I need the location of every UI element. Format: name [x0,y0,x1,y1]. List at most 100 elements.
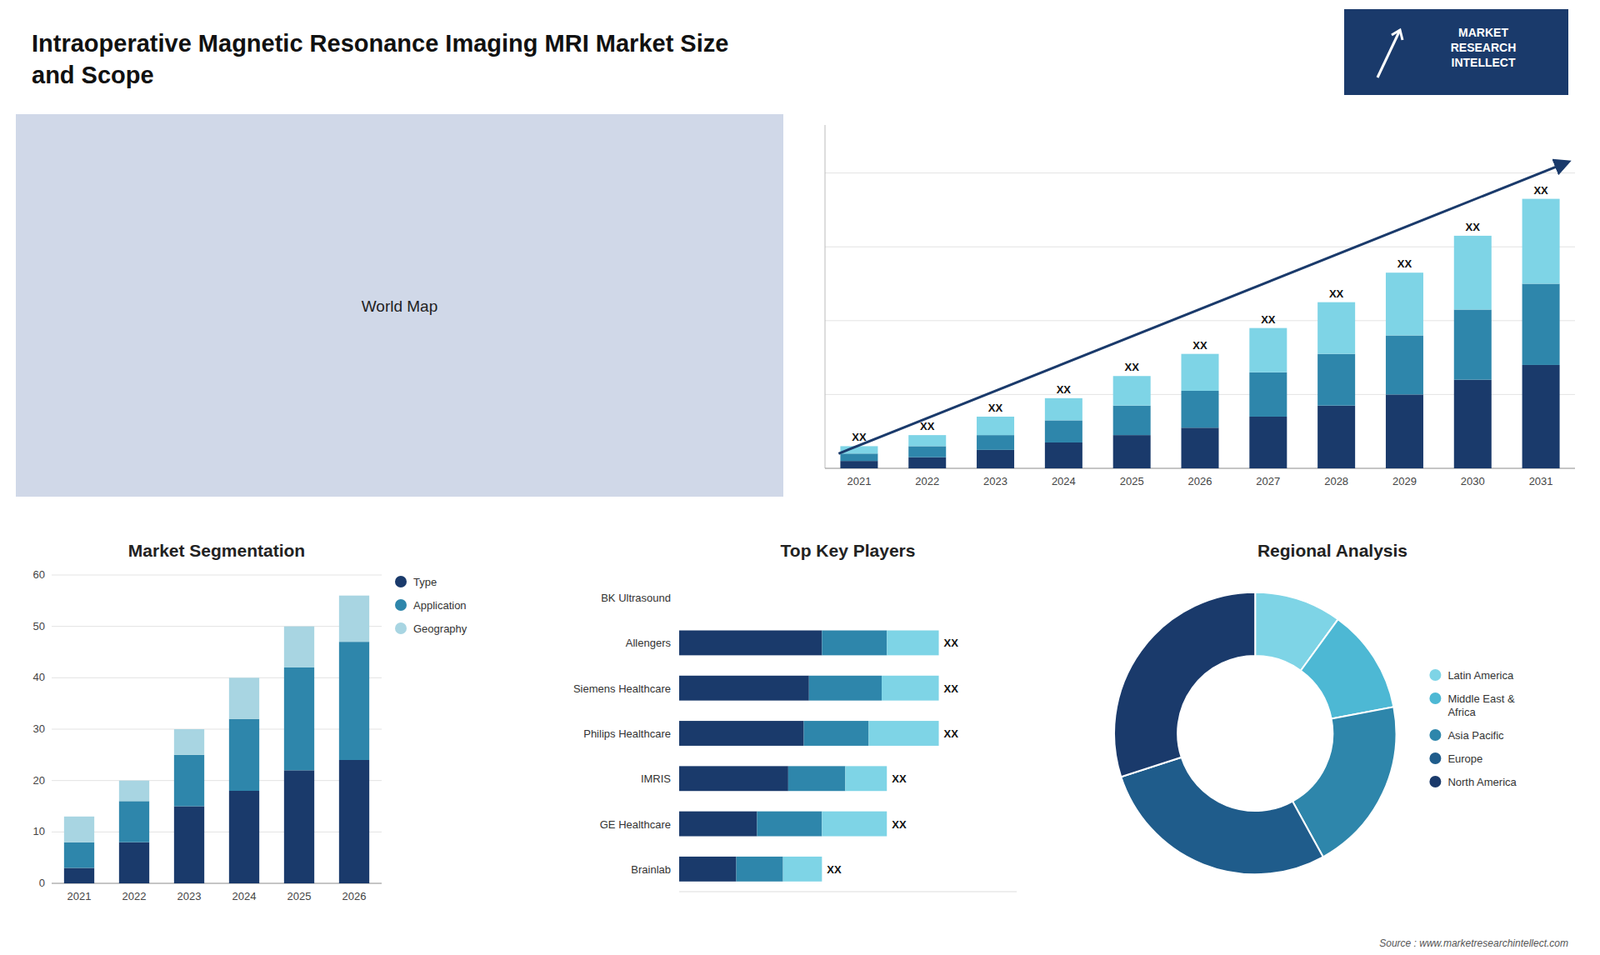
bar-total-label: XX [1329,287,1345,300]
bar-total-label: XX [1397,257,1413,270]
legend-label: Type [413,575,437,589]
text-line: Application [413,599,467,612]
bar-segment [174,806,205,885]
bar-chart: 2021202220232024202520262027202820292030… [825,125,1575,488]
bar-segment [119,780,150,802]
legend: Latin AmericaMiddle East &AfricaAsia Pac… [1429,669,1517,789]
map-placeholder [15,114,784,497]
bar-segment [64,868,95,885]
chart-title: Regional Analysis [1257,540,1408,560]
x-tick-label: 2024 [1051,475,1076,488]
bar-segment [1181,354,1220,391]
x-tick-label: 2021 [67,890,92,903]
x-tick-label: 2031 [1529,475,1554,488]
bar-segment [881,675,940,701]
bar-segment [339,595,370,643]
text-line: Intraoperative Magnetic Resonance Imagin… [31,30,729,57]
bar-segment [284,626,315,668]
x-tick-label: 2023 [983,475,1008,488]
bar-segment [229,719,260,791]
logo-mark [1377,30,1400,78]
bar-total-label: XX [1192,339,1208,352]
grid-line [51,575,382,576]
bar-segment [821,630,887,656]
bar-total-label: XX [826,863,842,876]
chart-title: Market Segmentation [128,540,305,560]
bar-segment [908,457,946,469]
y-tick-label: Brainlab [630,863,671,876]
bar-segment [284,667,315,770]
y-tick-label: 0 [39,876,45,890]
bar-segment [679,675,810,701]
bar-segment [1113,435,1151,469]
bars [679,630,940,882]
bar-segment [1385,272,1424,335]
text-line: MARKET [1458,25,1509,40]
legend-label: North America [1447,775,1517,789]
text-line: Europe [1447,752,1483,765]
x-tick-label: 2027 [1255,475,1280,488]
legend-label: Application [413,599,467,612]
bar-segment [64,842,95,869]
bar-segment [229,677,260,719]
legend-swatch [1429,669,1441,681]
y-tick-label: 20 [33,774,45,787]
bar-segment [783,856,823,882]
bar-segment [1454,310,1492,380]
bar-total-label: XX [891,818,907,831]
bar-segment [339,641,370,760]
bar-segment [886,630,939,656]
legend-swatch [1429,775,1441,788]
chart-title: Top Key Players [780,540,916,560]
y-tick-label: 40 [33,670,45,684]
bar-segment [804,720,870,746]
x-tick-label: 2025 [287,890,312,903]
bar-total-label: XX [1465,220,1481,234]
bar-segment [1249,416,1287,469]
bar-segment [788,765,846,791]
page-title: Intraoperative Magnetic Resonance Imagin… [31,30,729,89]
bar-segment [1113,375,1151,405]
bar-total-label: XX [944,727,960,740]
map-label: World Map [361,297,439,315]
bar-segment [174,755,205,807]
bar-segment [840,453,878,461]
bar-segment [64,816,95,843]
bar-total-label: XX [1056,383,1072,396]
x-tick-label: 2028 [1324,475,1349,488]
bar-segment [679,585,680,610]
y-tick-label: GE Healthcare [600,818,671,831]
x-tick-label: 2026 [1188,475,1213,488]
legend: TypeApplicationGeography [395,575,468,635]
y-axis-line [825,125,826,469]
legend-label: Europe [1447,752,1483,765]
x-tick-label: 2022 [915,475,940,488]
bar-segment [1454,235,1492,310]
bar-segment [1385,335,1424,395]
x-tick-label: 2024 [232,890,257,903]
bar-segment [339,760,370,884]
grid-line [51,831,382,833]
y-tick-label: Philips Healthcare [583,727,671,740]
bar-segment [679,765,789,791]
bar-total-label: XX [1125,360,1140,374]
y-tick-label: IMRIS [640,772,671,785]
source-text: Source : www.marketresearchintellect.com [1379,937,1569,950]
legend-label: Asia Pacific [1447,729,1505,742]
legend-label: Latin America [1447,669,1515,682]
grid-line [825,172,1575,174]
text-line: Type [413,575,437,589]
bar-total-label: XX [944,682,960,695]
bar-total-label: XX [944,636,960,650]
bar-segment [868,720,939,746]
bar-segment [119,800,150,842]
y-tick-label: Siemens Healthcare [573,682,671,695]
bar-segment [1385,394,1424,469]
dashboard: Intraoperative Magnetic Resonance Imagin… [0,0,1600,955]
x-tick-label: 2030 [1460,475,1485,488]
bar-segment [756,811,822,837]
bar-segment [1113,405,1151,435]
bar-segment [821,811,887,837]
bar-segment [679,585,680,610]
trend-arrow [838,161,1568,454]
